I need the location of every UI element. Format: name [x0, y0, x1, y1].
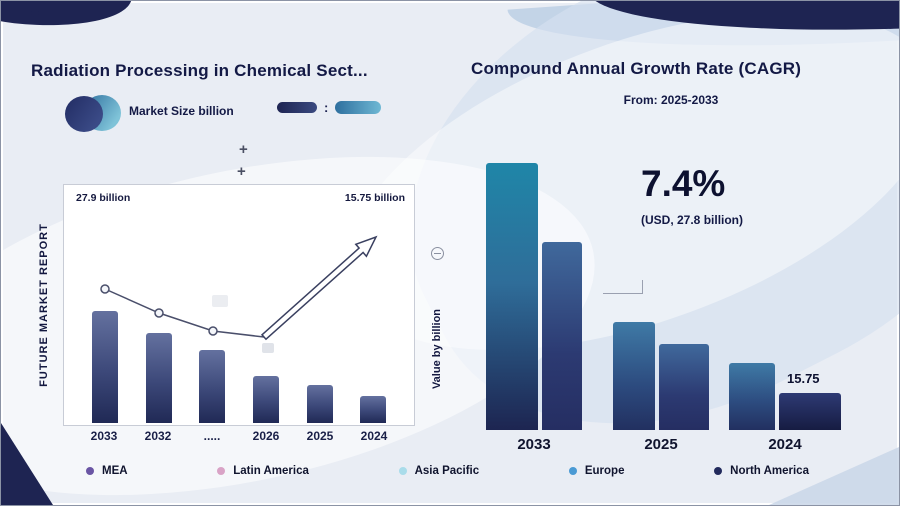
legend-item-asia-pacific: Asia Pacific	[398, 465, 480, 477]
legend-dot	[217, 467, 226, 475]
right-bar-2024-series-b	[779, 393, 841, 430]
right-x-label: 2024	[768, 436, 802, 453]
legend-label: MEA	[102, 465, 128, 477]
legend-item-north-america: North America	[714, 465, 809, 477]
right-bar-group-2025: 2025	[613, 322, 709, 453]
right-bar-2025-series-a	[613, 322, 655, 430]
legend-dot	[398, 467, 407, 475]
right-bar-value-label: 15.75	[787, 371, 820, 386]
right-bar-group-2033: 2033	[486, 163, 582, 453]
legend-label: Europe	[584, 465, 625, 477]
right-x-label: 2033	[517, 436, 551, 453]
right-x-label: 2025	[644, 436, 678, 453]
right-bar-group-2024: 2024	[729, 363, 841, 453]
legend-dot	[714, 467, 723, 475]
left-chart-title: Radiation Processing in Chemical Sect...	[31, 61, 368, 80]
legend-dot	[86, 467, 94, 475]
legend-dot	[568, 467, 577, 475]
right-bar-2033-series-b	[542, 242, 582, 430]
right-bar-2033-series-a	[486, 163, 538, 430]
legend-item-mea: MEA	[86, 465, 128, 477]
right-y-axis-label: Value by billion	[431, 308, 443, 390]
region-legend: MEA Latin America Asia Pacific Europe North …	[86, 465, 809, 477]
legend-label: Latin America	[233, 465, 309, 477]
right-bar-2024-series-a	[729, 363, 775, 430]
right-bar-2025-series-b	[659, 344, 709, 430]
legend-item-europe: Europe	[568, 465, 625, 477]
legend-item-latin-america: Latin America	[217, 465, 309, 477]
legend-label: North America	[730, 465, 809, 477]
legend-label: Asia Pacific	[414, 465, 480, 477]
